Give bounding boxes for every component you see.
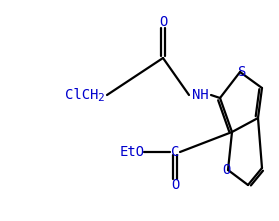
Text: C: C bbox=[171, 145, 179, 159]
Text: O: O bbox=[222, 163, 230, 177]
Text: ClCH: ClCH bbox=[65, 88, 98, 102]
Text: S: S bbox=[238, 65, 246, 79]
Text: 2: 2 bbox=[97, 93, 104, 103]
Text: EtO: EtO bbox=[120, 145, 145, 159]
Text: O: O bbox=[159, 15, 167, 29]
Text: O: O bbox=[171, 178, 179, 192]
Text: NH: NH bbox=[192, 88, 208, 102]
